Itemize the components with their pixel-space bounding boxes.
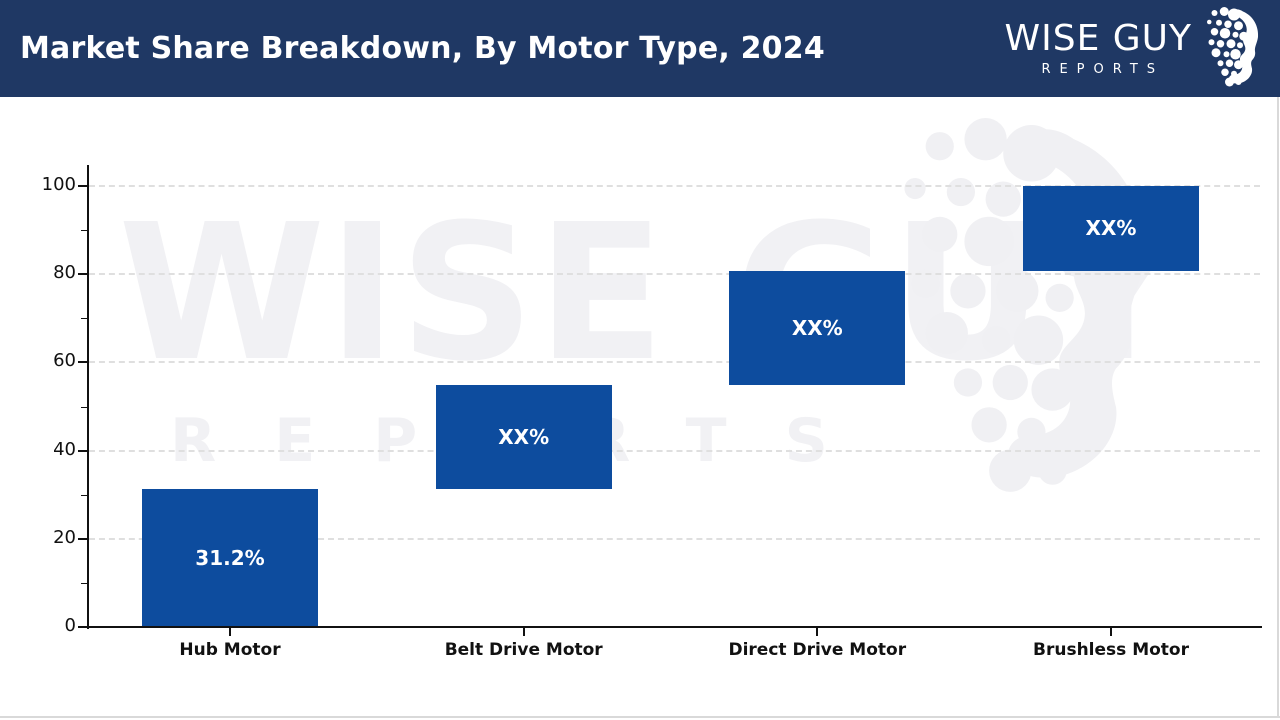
y-tick-label: 20 xyxy=(53,526,76,548)
y-tick-0 xyxy=(78,626,87,628)
x-category-label: Direct Drive Motor xyxy=(728,640,907,660)
header: Market Share Breakdown, By Motor Type, 2… xyxy=(0,0,1280,97)
logo-subtitle: REPORTS xyxy=(1041,61,1165,77)
x-category-label: Brushless Motor xyxy=(1033,640,1189,660)
x-category-label: Hub Motor xyxy=(179,640,281,660)
wiseguy-logo: WISE GUY REPORTS xyxy=(1005,7,1267,91)
y-axis-line xyxy=(87,165,89,629)
y-tick-80 xyxy=(78,273,87,276)
y-minor-tick xyxy=(81,406,87,408)
bar-value-label: XX% xyxy=(498,425,550,450)
y-tick-40 xyxy=(78,449,87,452)
bar-value-label: XX% xyxy=(1085,216,1137,241)
bar-hub-motor: 31.2% xyxy=(142,489,318,627)
y-tick-60 xyxy=(78,361,87,364)
y-tick-label: 60 xyxy=(53,350,76,372)
y-minor-tick xyxy=(81,494,87,496)
y-tick-100 xyxy=(78,185,87,187)
y-tick-label: 100 xyxy=(41,174,76,195)
gridline-60 xyxy=(89,361,1260,364)
y-minor-tick xyxy=(81,318,87,320)
x-tick-belt-drive-motor xyxy=(522,628,525,636)
x-tick-brushless-motor xyxy=(1110,628,1112,636)
y-tick-label: 40 xyxy=(53,438,76,460)
bar-brushless-motor: XX% xyxy=(1023,186,1199,271)
right-border xyxy=(1277,97,1279,718)
y-tick-label: 0 xyxy=(64,615,76,636)
bottom-border xyxy=(0,716,1280,718)
x-category-label: Belt Drive Motor xyxy=(444,640,603,660)
logo-text: WISE GUY REPORTS xyxy=(1004,17,1193,77)
y-minor-tick xyxy=(81,230,87,232)
gridline-20 xyxy=(89,537,1260,540)
gridline-100 xyxy=(89,185,1260,187)
bar-belt-drive-motor: XX% xyxy=(435,385,612,490)
x-tick-direct-drive-motor xyxy=(816,628,819,636)
gridline-40 xyxy=(89,449,1260,452)
logo-wordmark: WISE GUY xyxy=(1004,17,1192,59)
x-axis-line xyxy=(87,626,1262,628)
bar-value-label: 31.2% xyxy=(195,546,265,571)
bar-value-label: XX% xyxy=(791,316,843,340)
x-tick-hub-motor xyxy=(229,628,231,636)
y-tick-label: 80 xyxy=(53,262,76,284)
gridline-80 xyxy=(89,273,1260,276)
logo-dotted-head-icon xyxy=(1178,7,1266,91)
bar-direct-drive-motor: XX% xyxy=(729,270,906,386)
y-minor-tick xyxy=(81,582,87,584)
page-title: Market Share Breakdown, By Motor Type, 2… xyxy=(20,31,825,66)
y-tick-20 xyxy=(78,537,87,540)
